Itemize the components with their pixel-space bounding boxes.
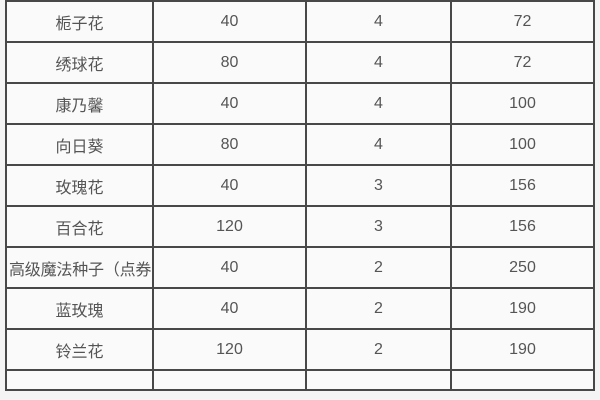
value-cell: 100 (450, 123, 595, 166)
clipped-empty-cell (450, 369, 595, 391)
item-name-cell: 栀子花 (5, 0, 154, 43)
value-cell: 4 (305, 0, 452, 43)
value-cell: 4 (305, 123, 452, 166)
value-cell: 40 (152, 82, 307, 125)
item-name-cell: 百合花 (5, 205, 154, 248)
value-cell: 250 (450, 246, 595, 289)
price-table-body: 栀子花 40 4 72 绣球花 80 4 72 康乃馨 40 4 100 向日葵 80 4 100 玫瑰花 40 3… (5, 0, 595, 391)
value-cell: 2 (305, 287, 452, 330)
item-name-cell: 玫瑰花 (5, 164, 154, 207)
table-row: 铃兰花 120 2 190 (5, 328, 595, 371)
value-cell: 190 (450, 287, 595, 330)
item-name-cell: 铃兰花 (5, 328, 154, 371)
value-cell: 156 (450, 205, 595, 248)
item-name-cell: 高级魔法种子（点券） (5, 246, 154, 289)
price-table-wrap: 栀子花 40 4 72 绣球花 80 4 72 康乃馨 40 4 100 向日葵 80 4 100 玫瑰花 40 3… (5, 0, 595, 391)
table-row: 玫瑰花 40 3 156 (5, 164, 595, 207)
table-row: 康乃馨 40 4 100 (5, 82, 595, 125)
value-cell: 40 (152, 287, 307, 330)
clipped-empty-cell (305, 369, 452, 391)
clipped-empty-cell (152, 369, 307, 391)
value-cell: 80 (152, 123, 307, 166)
item-name-cell: 蓝玫瑰 (5, 287, 154, 330)
value-cell: 72 (450, 41, 595, 84)
partial-row-bottom (5, 369, 595, 391)
table-row: 百合花 120 3 156 (5, 205, 595, 248)
clipped-empty-cell (5, 369, 154, 391)
table-row: 绣球花 80 4 72 (5, 41, 595, 84)
value-cell: 3 (305, 164, 452, 207)
item-name-cell: 绣球花 (5, 41, 154, 84)
value-cell: 40 (152, 0, 307, 43)
value-cell: 190 (450, 328, 595, 371)
value-cell: 4 (305, 82, 452, 125)
value-cell: 72 (450, 0, 595, 43)
value-cell: 120 (152, 328, 307, 371)
table-row: 高级魔法种子（点券） 40 2 250 (5, 246, 595, 289)
value-cell: 100 (450, 82, 595, 125)
table-row: 蓝玫瑰 40 2 190 (5, 287, 595, 330)
item-name-cell: 向日葵 (5, 123, 154, 166)
value-cell: 156 (450, 164, 595, 207)
item-name-cell: 康乃馨 (5, 82, 154, 125)
value-cell: 120 (152, 205, 307, 248)
price-table: 栀子花 40 4 72 绣球花 80 4 72 康乃馨 40 4 100 向日葵 80 4 100 玫瑰花 40 3… (5, 0, 595, 391)
value-cell: 80 (152, 41, 307, 84)
value-cell: 4 (305, 41, 452, 84)
value-cell: 3 (305, 205, 452, 248)
value-cell: 40 (152, 246, 307, 289)
value-cell: 2 (305, 328, 452, 371)
value-cell: 2 (305, 246, 452, 289)
value-cell: 40 (152, 164, 307, 207)
table-row: 栀子花 40 4 72 (5, 0, 595, 43)
table-row: 向日葵 80 4 100 (5, 123, 595, 166)
